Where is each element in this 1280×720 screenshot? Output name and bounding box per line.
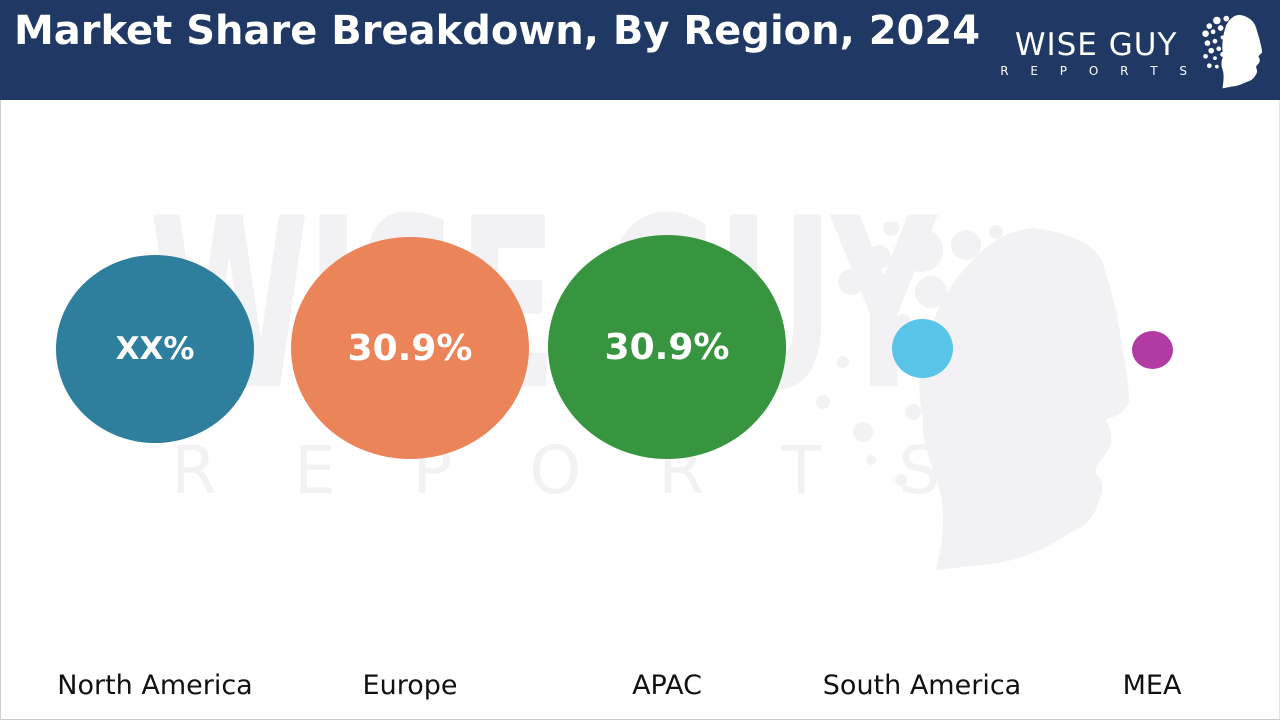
wiseguy-logo-text: WISE GUY R E P O R T S [996, 28, 1196, 77]
bubble-europe: 30.9% [291, 237, 529, 459]
bubble-north-america: XX% [56, 255, 254, 443]
logo-subtitle: R E P O R T S [1000, 63, 1196, 78]
bubble-apac: 30.9% [548, 235, 786, 459]
bubble-value-europe: 30.9% [347, 327, 473, 369]
watermark-wordmark: WISE GUY [149, 169, 936, 442]
category-label-apac: APAC [632, 670, 702, 701]
chart-title: Market Share Breakdown, By Region, 2024 [14, 8, 981, 54]
watermark-subtitle: R E P O R T S [171, 432, 969, 509]
chart-area: WISE GUY R E P O R T S XX% 30.9% 30.9% N… [0, 100, 1280, 720]
bubble-south-america [892, 319, 953, 378]
category-label-south-america: South America [822, 670, 1022, 701]
logo-wordmark: WISE GUY [1014, 27, 1178, 64]
category-label-north-america: North America [57, 670, 253, 701]
bubble-mea [1132, 331, 1173, 369]
wiseguy-logo: WISE GUY R E P O R T S [996, 12, 1264, 94]
header-bar: Market Share Breakdown, By Region, 2024 … [0, 0, 1280, 100]
category-label-europe: Europe [362, 670, 458, 701]
bubble-value-north-america: XX% [115, 331, 195, 367]
wiseguy-face-icon [1202, 14, 1263, 89]
bubble-value-apac: 30.9% [604, 326, 730, 368]
watermark-face-icon [816, 222, 1129, 570]
category-label-mea: MEA [1122, 670, 1182, 701]
